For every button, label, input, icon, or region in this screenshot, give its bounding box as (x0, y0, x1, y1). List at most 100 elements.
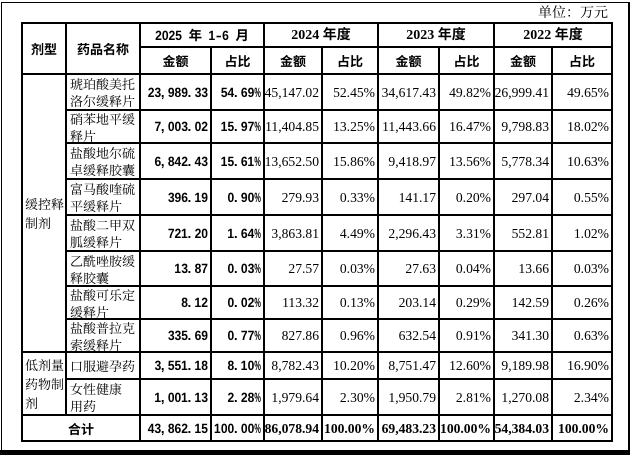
amount-2025h1-g1r3: 6,842.43 (141, 144, 210, 178)
amount-2023-g1r4: 141.17 (379, 180, 438, 214)
drug-name-g1r4: 富马酸喹硫 平缓释片 (67, 180, 139, 214)
amount-2025h1-g1r6: 13.87 (141, 252, 210, 285)
amount-2025h1-g2r1: 3,551.18 (141, 353, 210, 378)
share-2025h1-g1r8: 0.77% (212, 320, 263, 351)
drug-name-g1r5: 盐酸二甲双 胍缓释片 (67, 216, 139, 250)
share-2022-g2r2: 2.34% (553, 380, 611, 414)
page-border-left (1, 2, 2, 450)
amount-2023-g2r2: 1,950.79 (379, 380, 438, 414)
share-2022-g1r4: 0.55% (553, 180, 611, 214)
amount-2024-g1r1: 45,147.02 (265, 75, 321, 109)
unit-label: 单位：万元 (538, 2, 608, 22)
drug-name-g1r1: 琥珀酸美托 洛尔缓释片 (67, 75, 139, 109)
amount-2025h1-g1r8: 335.69 (141, 320, 210, 351)
amount-2025h1-g1r7: 8.12 (141, 287, 210, 318)
drug-name-g1r8: 盐酸普拉克 索缓释片 (67, 319, 139, 353)
header-share-2025h1: 占比 (212, 48, 263, 73)
amount-2023-g1r2: 11,443.66 (379, 111, 438, 142)
amount-2023-g1r3: 9,418.97 (379, 144, 438, 178)
share-2022-g1r5: 1.02% (553, 216, 611, 250)
header-dosage-form: 剂型 (23, 24, 65, 73)
amount-2023-g2r1: 8,751.47 (379, 353, 438, 378)
share-2024-g1r7: 0.13% (323, 287, 377, 318)
dosage-form-group-1: 缓控释 制剂 (23, 75, 65, 351)
amount-2024-g2r2: 1,979.64 (265, 380, 321, 414)
amount-2022-g1r1: 26,999.41 (495, 75, 551, 109)
header-period-2023: 2023 年度 (379, 24, 493, 46)
amount-2025h1-g1r4: 396.19 (141, 180, 210, 214)
share-2024-g1r4: 0.33% (323, 180, 377, 214)
amount-2024-g1r2: 11,404.85 (265, 111, 321, 142)
share-2025h1-g1r5: 1.64% (212, 216, 263, 250)
share-2022-g1r8: 0.63% (553, 320, 611, 351)
share-2023-g1r8: 0.91% (440, 320, 493, 351)
dosage-form-group-2: 低剂量 药物制 剂 (23, 353, 65, 414)
drug-name-g1r6: 乙酰唑胺缓 释胶囊 (67, 252, 139, 286)
amount-2023-g1r7: 203.14 (379, 287, 438, 318)
share-2023-g1r6: 0.04% (440, 252, 493, 285)
amount-2024-g1r3: 13,652.50 (265, 144, 321, 178)
drug-name-g2r1: 口服避孕药 (67, 353, 139, 378)
share-2024-g1r5: 4.49% (323, 216, 377, 250)
amount-2022-g1r2: 9,798.83 (495, 111, 551, 142)
amount-2022-g2r2: 1,270.08 (495, 380, 551, 414)
amount-2022-g1r7: 142.59 (495, 287, 551, 318)
amount-2022-g1r3: 5,778.34 (495, 144, 551, 178)
amount-2022-g1r4: 297.04 (495, 180, 551, 214)
total-amount-2024: 86,078.94 (265, 416, 321, 440)
header-share-2022: 占比 (553, 48, 611, 73)
share-2024-g1r3: 15.86% (323, 144, 377, 178)
drug-name-g2r2: 女性健康 用药 (67, 380, 139, 414)
total-share-2025h1: 100.00% (212, 416, 263, 440)
share-2025h1-g2r2: 2.28% (212, 380, 263, 414)
share-2022-g1r6: 0.03% (553, 252, 611, 285)
share-2024-g1r1: 52.45% (323, 75, 377, 109)
amount-2022-g1r5: 552.81 (495, 216, 551, 250)
share-2025h1-g1r4: 0.90% (212, 180, 263, 214)
amount-2023-g1r1: 34,617.43 (379, 75, 438, 109)
amount-2022-g2r1: 9,189.98 (495, 353, 551, 378)
amount-2022-g1r8: 341.30 (495, 320, 551, 351)
amount-2025h1-g1r5: 721.20 (141, 216, 210, 250)
share-2023-g1r7: 0.29% (440, 287, 493, 318)
header-share-2023: 占比 (440, 48, 493, 73)
drug-name-g1r3: 盐酸地尔硫 卓缓释胶囊 (67, 144, 139, 178)
amount-2022-g1r6: 13.66 (495, 252, 551, 285)
page-bottom-bar (0, 450, 630, 455)
share-2022-g1r1: 49.65% (553, 75, 611, 109)
amount-2024-g1r7: 113.32 (265, 287, 321, 318)
share-2023-g1r1: 49.82% (440, 75, 493, 109)
share-2024-g1r2: 13.25% (323, 111, 377, 142)
share-2023-g1r3: 13.56% (440, 144, 493, 178)
share-2023-g1r2: 16.47% (440, 111, 493, 142)
amount-2025h1-g2r2: 1,001.13 (141, 380, 210, 414)
header-amount-2025h1: 金额 (141, 48, 210, 73)
share-2023-g2r1: 12.60% (440, 353, 493, 378)
header-amount-2022: 金额 (495, 48, 551, 73)
header-share-2024: 占比 (323, 48, 377, 73)
header-drug-name: 药品名称 (67, 24, 139, 73)
share-2024-g1r8: 0.96% (323, 320, 377, 351)
share-2022-g2r1: 16.90% (553, 353, 611, 378)
amount-2024-g1r4: 279.93 (265, 180, 321, 214)
drug-name-g1r2: 硝苯地平缓 释片 (67, 110, 139, 144)
amount-2024-g1r8: 827.86 (265, 320, 321, 351)
share-2024-g1r6: 0.03% (323, 252, 377, 285)
amount-2023-g1r8: 632.54 (379, 320, 438, 351)
share-2023-g1r5: 3.31% (440, 216, 493, 250)
share-2025h1-g2r1: 8.10% (212, 353, 263, 378)
share-2022-g1r2: 18.02% (553, 111, 611, 142)
amount-2023-g1r5: 2,296.43 (379, 216, 438, 250)
page-border-right (628, 2, 630, 450)
amount-2024-g1r6: 27.57 (265, 252, 321, 285)
share-2025h1-g1r2: 15.97% (212, 111, 263, 142)
share-2024-g2r2: 2.30% (323, 380, 377, 414)
revenue-by-product-table: 剂型 药品名称 2025 年 1-6 月 2024 年度 2023 年度 202… (21, 22, 613, 442)
share-2025h1-g1r6: 0.03% (212, 252, 263, 285)
share-2025h1-g1r1: 54.69% (212, 75, 263, 109)
header-period-2025h1: 2025 年 1-6 月 (141, 24, 263, 46)
share-2025h1-g1r3: 15.61% (212, 144, 263, 178)
amount-2023-g1r6: 27.63 (379, 252, 438, 285)
total-amount-2025h1: 43,862.15 (141, 416, 210, 440)
total-amount-2022: 54,384.03 (495, 416, 551, 440)
